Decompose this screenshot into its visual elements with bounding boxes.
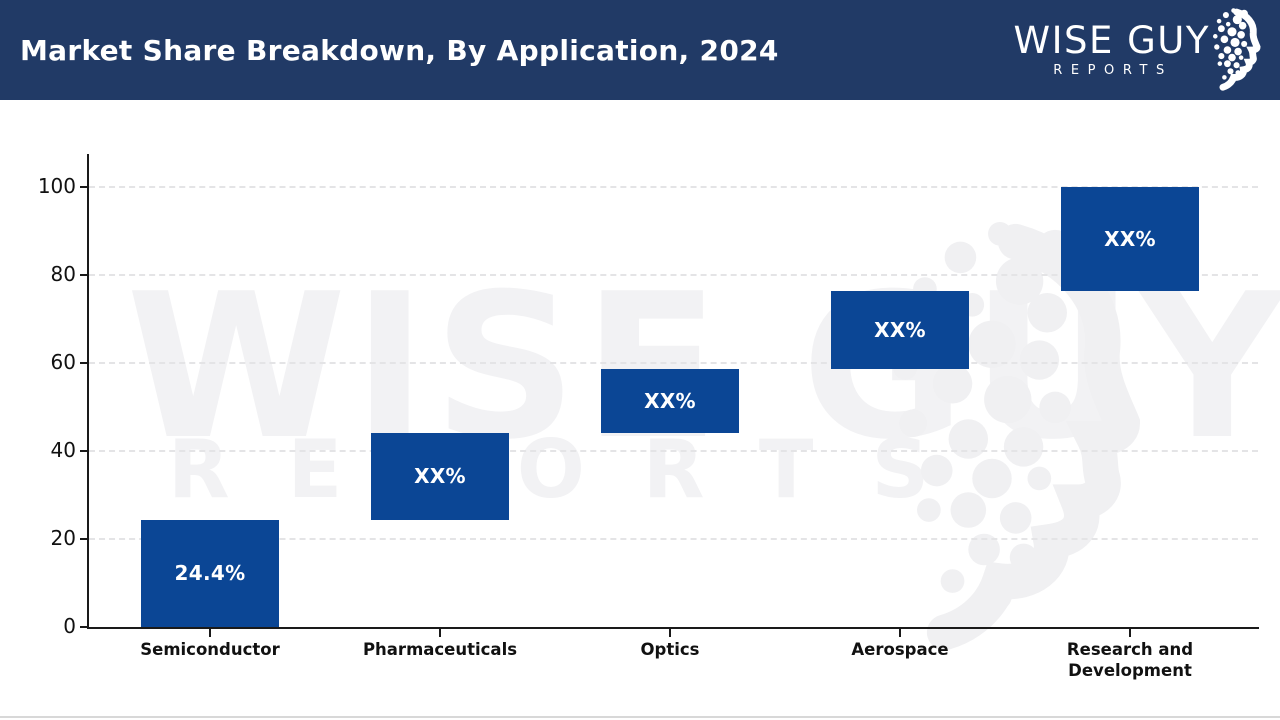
x-category-label-1: Pharmaceuticals [362, 640, 518, 659]
bar-pharmaceuticals: XX% [371, 432, 509, 520]
y-tick-mark-100 [80, 186, 87, 188]
x-category-label-2: Optics [640, 640, 700, 659]
bar-semiconductor: 24.4% [141, 519, 279, 627]
gridline-100 [89, 186, 1258, 188]
header-bar: Market Share Breakdown, By Application, … [0, 0, 1280, 100]
x-category-label-4: Research and Development [1066, 640, 1194, 680]
chart-plot-area: WISE GUY REPORTS 0 20 40 60 80 100 24.4% XX% XX… [0, 100, 1280, 720]
bar-value-label: XX% [414, 464, 466, 489]
page-title: Market Share Breakdown, By Application, … [20, 33, 779, 67]
bar-value-label: 24.4% [174, 561, 246, 586]
x-tick-mark-2 [669, 629, 671, 637]
y-tick-label-20: 20 [50, 526, 76, 550]
watermark-text-wiseguy: WISE GUY [126, 251, 1280, 484]
x-tick-mark-4 [1129, 629, 1131, 637]
logo-text-reports: REPORTS [1053, 63, 1173, 78]
bottom-border [0, 716, 1280, 718]
x-category-label-3: Aerospace [851, 640, 949, 659]
y-tick-mark-80 [80, 274, 87, 276]
bar-aerospace: XX% [831, 290, 969, 370]
y-tick-mark-0 [80, 626, 87, 628]
bar-value-label: XX% [874, 317, 926, 342]
logo-text-wiseguy: WISE GUY [1013, 19, 1210, 62]
y-tick-label-40: 40 [50, 438, 76, 462]
gridline-20 [89, 538, 1258, 540]
bar-value-label: XX% [644, 389, 696, 414]
y-tick-mark-60 [80, 362, 87, 364]
y-tick-label-80: 80 [50, 262, 76, 286]
y-tick-label-0: 0 [63, 614, 76, 638]
wiseguy-logo: WISE GUY REPORTS [1014, 7, 1270, 93]
wiseguy-face-icon [1194, 7, 1270, 93]
y-tick-mark-40 [80, 450, 87, 452]
x-category-label-0: Semiconductor [140, 640, 280, 659]
y-tick-mark-20 [80, 538, 87, 540]
gridline-80 [89, 274, 1258, 276]
logo-wordmark: WISE GUY REPORTS [1014, 22, 1210, 78]
x-tick-mark-0 [209, 629, 211, 637]
x-tick-mark-3 [899, 629, 901, 637]
y-tick-label-60: 60 [50, 350, 76, 374]
bar-optics: XX% [601, 369, 739, 433]
y-axis-line [87, 154, 89, 629]
x-axis-line [87, 627, 1259, 629]
y-tick-label-100: 100 [37, 174, 76, 198]
gridline-40 [89, 450, 1258, 452]
bar-research-and-development: XX% [1061, 187, 1199, 291]
gridline-60 [89, 362, 1258, 364]
bar-value-label: XX% [1104, 226, 1156, 251]
watermark-text-reports: REPORTS [168, 423, 988, 516]
x-tick-mark-1 [439, 629, 441, 637]
